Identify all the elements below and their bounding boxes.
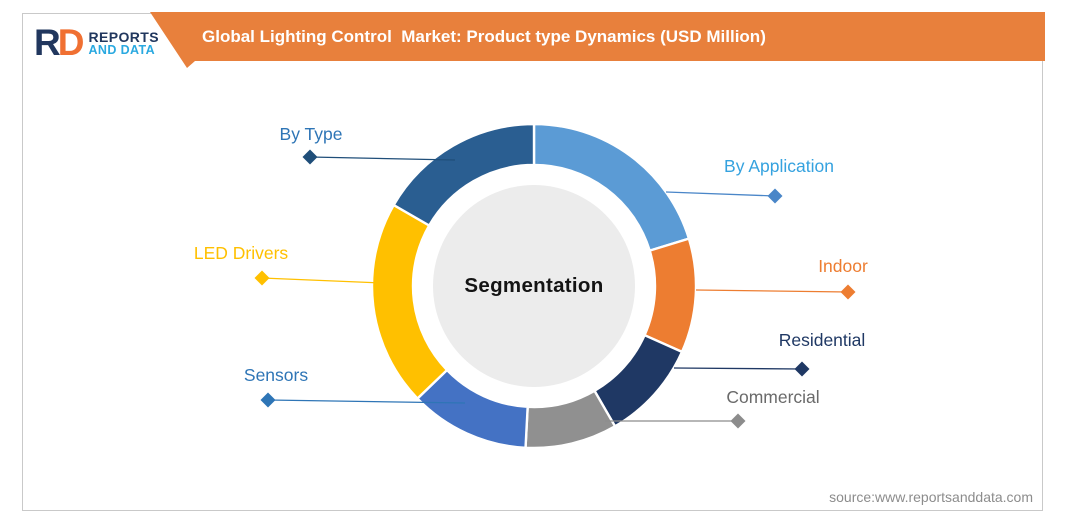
label-led-drivers: LED Drivers — [193, 243, 289, 263]
callout-line-led-drivers — [261, 277, 383, 284]
callout-line-sensors — [267, 399, 466, 404]
logo-text: REPORTS AND DATA — [88, 30, 158, 57]
diamond-marker-led-drivers — [254, 270, 270, 286]
donut-segments — [370, 122, 698, 450]
title-banner: Global Lighting Control Market: Product … — [150, 12, 1045, 68]
reports-and-data-logo: RD REPORTS AND DATA — [34, 24, 159, 61]
diamond-marker-residential — [794, 361, 810, 377]
label-residential: Residential — [778, 330, 866, 350]
label-by-application: By Application — [724, 156, 834, 176]
logo-line-reports: REPORTS — [88, 28, 159, 45]
donut-center-label: Segmentation — [464, 274, 604, 297]
callout-line-residential — [673, 367, 803, 370]
diamond-marker-by-application — [767, 188, 783, 204]
diamond-marker-sensors — [260, 392, 276, 408]
diamond-marker-commercial — [730, 413, 746, 429]
donut-segment-by-type — [392, 122, 536, 228]
label-sensors: Sensors — [243, 365, 309, 385]
donut-center — [433, 185, 635, 387]
logo-letter-r: R — [34, 22, 61, 63]
diamond-marker-indoor — [840, 284, 856, 300]
logo-letter-d: D — [57, 22, 85, 63]
diamond-marker-by-type — [302, 149, 318, 165]
label-commercial: Commercial — [726, 387, 820, 407]
source-text: source:www.reportsanddata.com — [829, 489, 1033, 505]
logo-line-and-data: AND DATA — [88, 42, 156, 57]
callout-line-by-application — [665, 191, 776, 197]
donut-center-disc — [433, 185, 635, 387]
callout-lines — [254, 149, 856, 429]
label-indoor: Indoor — [818, 256, 868, 276]
donut-segment-indoor — [642, 237, 698, 354]
logo-mark-icon: RD — [34, 24, 84, 61]
callout-line-by-type — [309, 156, 456, 161]
chart-title: Global Lighting Control Market: Product … — [202, 27, 766, 46]
callout-line-indoor — [695, 289, 849, 293]
label-by-type: By Type — [279, 124, 343, 144]
